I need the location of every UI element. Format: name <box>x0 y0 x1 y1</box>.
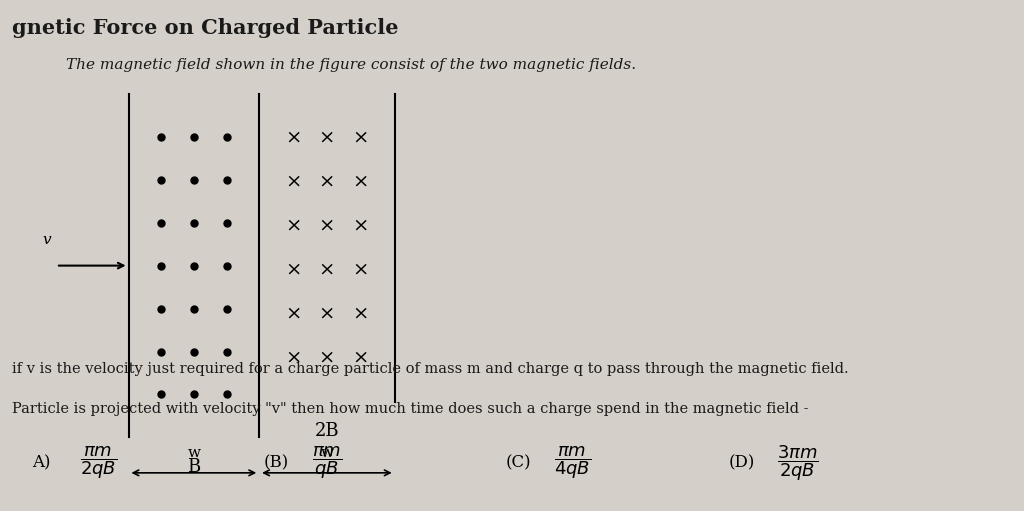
Text: $\dfrac{\pi m}{2qB}$: $\dfrac{\pi m}{2qB}$ <box>80 445 118 481</box>
Text: (B): (B) <box>264 454 289 471</box>
Text: ×: × <box>285 129 301 147</box>
Text: ×: × <box>285 349 301 367</box>
Text: ×: × <box>318 173 335 191</box>
Text: ×: × <box>318 261 335 279</box>
Text: ×: × <box>318 217 335 235</box>
Text: ×: × <box>285 305 301 323</box>
Text: ×: × <box>352 261 369 279</box>
Text: w: w <box>321 446 334 460</box>
Text: ×: × <box>285 217 301 235</box>
Text: The magnetic field shown in the figure consist of the two magnetic fields.: The magnetic field shown in the figure c… <box>66 58 636 73</box>
Text: ×: × <box>352 349 369 367</box>
Text: ×: × <box>352 129 369 147</box>
Text: v: v <box>42 234 50 247</box>
Text: w: w <box>187 446 201 460</box>
Text: B: B <box>187 458 201 476</box>
Text: $\dfrac{\pi m}{qB}$: $\dfrac{\pi m}{qB}$ <box>312 445 343 481</box>
Text: ×: × <box>285 173 301 191</box>
Text: ×: × <box>318 305 335 323</box>
Text: Particle is projected with velocity "v" then how much time does such a charge sp: Particle is projected with velocity "v" … <box>12 402 809 416</box>
Text: if v is the velocity just required for a charge particle of mass m and charge q : if v is the velocity just required for a… <box>12 362 849 376</box>
Text: A): A) <box>32 454 50 471</box>
Text: ×: × <box>352 217 369 235</box>
Text: $\dfrac{3\pi m}{2qB}$: $\dfrac{3\pi m}{2qB}$ <box>777 443 818 482</box>
Text: ×: × <box>285 261 301 279</box>
Text: gnetic Force on Charged Particle: gnetic Force on Charged Particle <box>12 18 399 38</box>
Text: ×: × <box>318 349 335 367</box>
Text: ×: × <box>352 173 369 191</box>
Text: (C): (C) <box>506 454 531 471</box>
Text: 2B: 2B <box>314 422 339 440</box>
Text: ×: × <box>318 129 335 147</box>
Text: $\dfrac{\pi m}{4qB}$: $\dfrac{\pi m}{4qB}$ <box>554 445 592 481</box>
Text: ×: × <box>352 305 369 323</box>
Text: (D): (D) <box>728 454 755 471</box>
